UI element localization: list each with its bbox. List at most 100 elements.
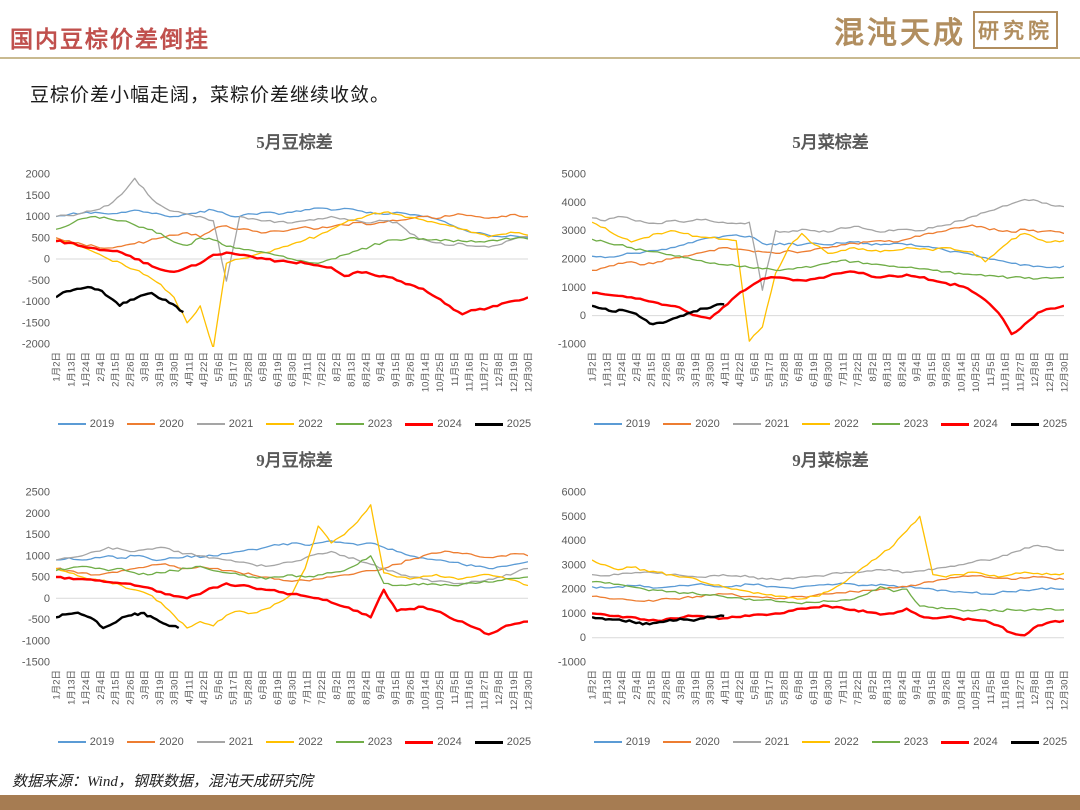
legend-item-2022: 2022: [802, 418, 859, 430]
x-tick-label: 8月24日: [361, 352, 372, 387]
y-tick-label: 1000: [562, 608, 586, 620]
series-line-2019: [56, 207, 528, 239]
x-tick-label: 6月8日: [794, 670, 805, 700]
legend-item-2020: 2020: [127, 736, 184, 748]
x-tick-label: 11月27日: [1015, 670, 1026, 709]
x-tick-label: 9月15日: [927, 352, 938, 387]
x-tick-label: 3月8日: [140, 352, 151, 382]
x-tick-label: 2月15日: [111, 352, 122, 387]
legend-label: 2022: [298, 736, 323, 748]
series-line-2021: [56, 177, 528, 282]
x-tick-label: 6月30日: [824, 670, 835, 705]
x-tick-label: 11月5日: [450, 352, 461, 386]
legend-label: 2023: [367, 736, 393, 748]
chart-body: 2000 1500 1000 500 0 -500 -1000 -1500 -2000 1月2日 1…: [4, 158, 540, 432]
legend-item-2023: 2023: [335, 418, 392, 430]
x-tick-label: 4月11日: [720, 670, 731, 704]
legend-item-2024: 2024: [405, 418, 462, 430]
y-tick-label: 4000: [562, 535, 586, 547]
x-tick-label: 5月6日: [214, 670, 225, 700]
legend-item-2019: 2019: [593, 418, 650, 430]
x-tick-label: 9月15日: [927, 670, 938, 705]
y-tick-label: 1500: [26, 190, 50, 202]
series-line-2021: [592, 198, 1064, 291]
y-tick-label: 2000: [562, 254, 586, 266]
legend-label: 2025: [506, 418, 532, 430]
series-line-2024: [592, 270, 1064, 336]
series-line-2021: [56, 546, 528, 585]
x-tick-label: 1月13日: [602, 352, 613, 387]
legend-swatch: [474, 422, 503, 426]
x-tick-label: 11月5日: [986, 352, 997, 386]
legend-item-2025: 2025: [1010, 418, 1068, 430]
y-tick-label: 1000: [26, 550, 50, 562]
x-tick-label: 5月6日: [750, 352, 761, 382]
legend-label: 2025: [1042, 418, 1068, 430]
chart-sep-soy-palm-spread: 9月豆棕差 2500 2000 1500 1000 500 0 -500 -1000 -1500…: [4, 448, 540, 750]
chart-body: 5000 4000 3000 2000 1000 0 -1000 1月2日 1月13日 1月24日…: [540, 158, 1076, 432]
x-tick-label: 4月11日: [184, 352, 195, 386]
x-tick-label: 9月15日: [391, 352, 402, 387]
x-tick-label: 11月16日: [1001, 670, 1012, 709]
legend-swatch: [593, 423, 622, 425]
y-tick-label: 3000: [562, 559, 586, 571]
x-tick-label: 2月15日: [647, 352, 658, 387]
x-tick-label: 10月14日: [420, 670, 431, 710]
x-tick-label: 12月19日: [1045, 670, 1056, 710]
x-tick-label: 3月19日: [155, 352, 166, 387]
y-tick-label: -1000: [558, 339, 586, 351]
legend-swatch: [405, 740, 434, 744]
y-tick-label: -500: [28, 275, 50, 287]
y-tick-label: 0: [44, 254, 50, 266]
y-tick-label: -2000: [22, 339, 50, 351]
x-tick-label: 12月8日: [494, 352, 505, 387]
y-tick-label: 1000: [26, 211, 50, 223]
x-tick-label: 8月2日: [332, 670, 343, 700]
legend-label: 2020: [695, 418, 720, 430]
chart-legend: 2019 2020 2021 2022 2023 2024 2025: [4, 734, 540, 750]
y-tick-label: -1500: [22, 657, 50, 669]
x-tick-label: 9月4日: [376, 352, 387, 382]
x-tick-label: 5月28日: [779, 352, 790, 387]
legend-item-2019: 2019: [593, 736, 650, 748]
x-tick-label: 8月2日: [332, 352, 343, 382]
x-tick-label: 7月11日: [838, 352, 849, 386]
legend-swatch: [732, 741, 761, 743]
x-tick-label: 2月4日: [632, 670, 643, 700]
legend-label: 2024: [973, 736, 998, 748]
y-tick-label: 500: [32, 572, 50, 584]
legend-label: 2021: [228, 418, 254, 430]
x-tick-label: 12月30日: [524, 352, 535, 392]
x-tick-label: 3月30日: [706, 670, 717, 705]
legend-swatch: [335, 741, 364, 743]
x-tick-label: 7月22日: [317, 670, 328, 705]
x-tick-label: 9月4日: [912, 352, 923, 382]
series-line-2023: [592, 580, 1064, 613]
legend-item-2025: 2025: [474, 736, 531, 748]
legend-label: 2020: [159, 736, 184, 748]
series-line-2025: [592, 302, 725, 326]
x-tick-label: 7月22日: [853, 670, 864, 705]
y-tick-label: 2000: [26, 508, 50, 520]
y-tick-label: -1000: [22, 296, 50, 308]
x-tick-label: 6月8日: [794, 352, 805, 382]
x-tick-label: 4月11日: [184, 670, 195, 704]
y-tick-label: 5000: [562, 169, 586, 181]
series-line-2022: [592, 221, 1064, 342]
x-tick-label: 1月13日: [66, 352, 77, 387]
legend-item-2020: 2020: [663, 418, 720, 430]
x-tick-label: 5月28日: [243, 352, 254, 387]
x-tick-label: 4月22日: [199, 352, 210, 387]
x-tick-label: 8月13日: [347, 670, 358, 705]
series-line-2023: [56, 215, 528, 264]
legend-swatch: [871, 741, 900, 743]
y-tick-label: -1000: [22, 635, 50, 647]
x-tick-label: 1月24日: [617, 670, 628, 705]
x-tick-label: 4月22日: [735, 670, 746, 705]
x-tick-label: 3月19日: [155, 670, 166, 705]
x-tick-label: 12月8日: [494, 670, 505, 705]
legend-label: 2022: [298, 418, 323, 430]
x-tick-label: 2月4日: [632, 352, 643, 382]
